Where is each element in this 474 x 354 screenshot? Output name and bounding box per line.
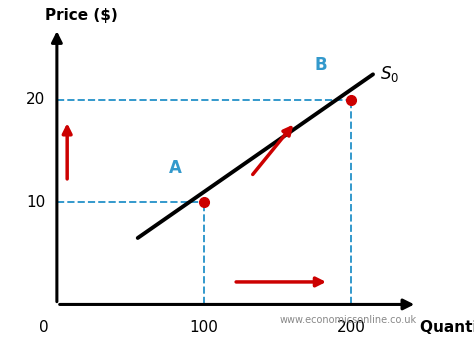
Text: $S_0$: $S_0$ xyxy=(380,64,400,84)
Text: Quantity Supplied: Quantity Supplied xyxy=(420,320,474,335)
Text: 0: 0 xyxy=(39,320,48,335)
Text: A: A xyxy=(169,159,182,177)
Text: 20: 20 xyxy=(26,92,45,107)
Text: www.economicsonline.co.uk: www.economicsonline.co.uk xyxy=(280,315,417,325)
Text: 200: 200 xyxy=(337,320,365,335)
Text: B: B xyxy=(315,56,328,74)
Text: 10: 10 xyxy=(26,195,45,210)
Text: 100: 100 xyxy=(190,320,219,335)
Text: Price ($): Price ($) xyxy=(45,8,118,23)
